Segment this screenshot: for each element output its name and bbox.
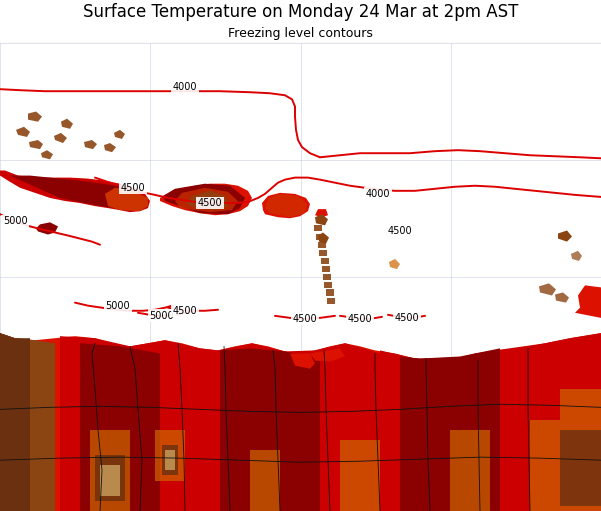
Polygon shape (262, 193, 310, 218)
Text: 5000: 5000 (106, 300, 130, 311)
Polygon shape (560, 389, 601, 511)
Polygon shape (84, 140, 97, 149)
Polygon shape (400, 349, 500, 511)
Polygon shape (315, 209, 328, 217)
Text: 5000: 5000 (2, 216, 27, 226)
Polygon shape (105, 188, 148, 211)
Polygon shape (155, 430, 185, 480)
Polygon shape (90, 430, 130, 511)
Polygon shape (450, 430, 490, 511)
Text: Freezing level contours: Freezing level contours (228, 28, 373, 40)
Polygon shape (578, 285, 601, 313)
Text: 5000: 5000 (150, 311, 174, 321)
Text: 4500: 4500 (172, 306, 197, 316)
Polygon shape (28, 111, 42, 122)
Polygon shape (114, 130, 125, 139)
Polygon shape (322, 266, 330, 272)
Text: 4500: 4500 (388, 226, 412, 237)
Text: Surface Temperature on Monday 24 Mar at 2pm AST: Surface Temperature on Monday 24 Mar at … (83, 3, 518, 21)
Polygon shape (319, 250, 327, 256)
Polygon shape (290, 354, 315, 369)
Polygon shape (104, 143, 116, 152)
Polygon shape (560, 430, 601, 506)
Polygon shape (315, 214, 328, 225)
Polygon shape (310, 349, 345, 362)
Polygon shape (558, 230, 572, 242)
Polygon shape (324, 282, 332, 288)
Polygon shape (321, 258, 329, 264)
Polygon shape (571, 251, 582, 261)
Text: 4500: 4500 (121, 183, 145, 193)
Text: 4000: 4000 (172, 82, 197, 92)
Polygon shape (36, 222, 58, 235)
Polygon shape (316, 234, 324, 240)
Polygon shape (314, 225, 322, 231)
Polygon shape (10, 176, 148, 211)
Polygon shape (54, 133, 67, 143)
Polygon shape (380, 333, 601, 511)
Polygon shape (326, 289, 334, 295)
Polygon shape (160, 184, 252, 215)
Polygon shape (220, 349, 320, 511)
Polygon shape (318, 233, 329, 244)
Polygon shape (0, 333, 601, 511)
Polygon shape (187, 191, 228, 210)
Polygon shape (95, 455, 125, 501)
Polygon shape (200, 343, 380, 511)
Polygon shape (100, 465, 120, 496)
Polygon shape (16, 127, 30, 137)
Polygon shape (29, 140, 43, 149)
Polygon shape (0, 333, 55, 511)
Polygon shape (555, 292, 569, 303)
Polygon shape (41, 150, 53, 159)
Polygon shape (61, 119, 73, 129)
Text: 4500: 4500 (348, 314, 372, 324)
Polygon shape (265, 194, 307, 217)
Polygon shape (389, 259, 400, 269)
Polygon shape (0, 333, 30, 511)
Text: 4500: 4500 (198, 198, 222, 208)
Polygon shape (575, 308, 601, 318)
Polygon shape (0, 171, 150, 212)
Polygon shape (80, 343, 160, 511)
Text: 4000: 4000 (366, 189, 390, 199)
Polygon shape (327, 297, 335, 304)
Polygon shape (539, 283, 556, 295)
Polygon shape (175, 188, 238, 212)
Text: 4500: 4500 (293, 314, 317, 324)
Polygon shape (530, 420, 560, 511)
Polygon shape (318, 242, 326, 248)
Polygon shape (340, 440, 380, 511)
Text: 4500: 4500 (395, 313, 419, 323)
Polygon shape (163, 184, 245, 214)
Polygon shape (162, 445, 178, 475)
Polygon shape (165, 450, 175, 470)
Polygon shape (60, 336, 200, 511)
Polygon shape (250, 450, 280, 511)
Polygon shape (323, 274, 331, 280)
